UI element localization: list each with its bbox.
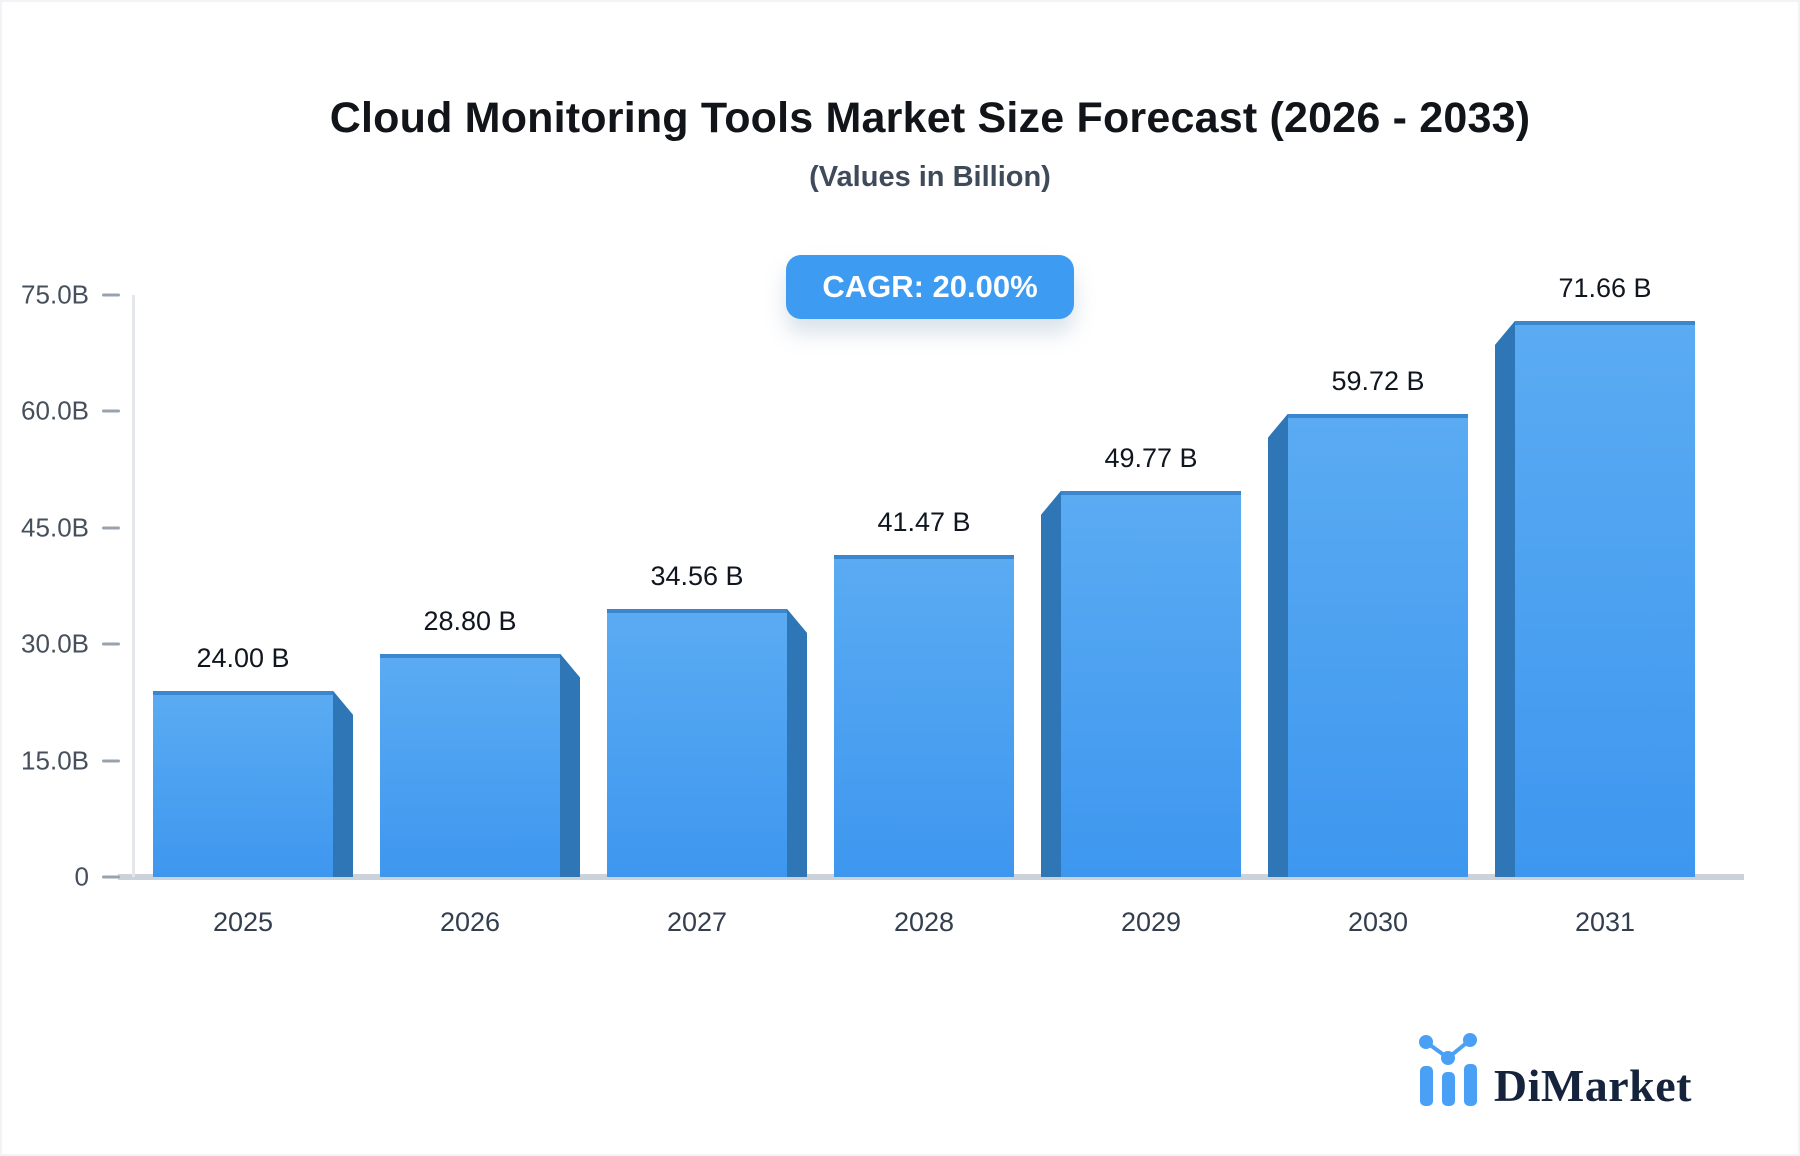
bar-line-chart-icon [1418,1033,1477,1106]
bar-side-face [560,653,580,877]
y-axis-tick-label: 45.0B [21,512,89,543]
bar-value-label: 41.47 B [877,507,971,538]
bar-value-label: 49.77 B [1104,442,1198,473]
chart-header: Cloud Monitoring Tools Market Size Forec… [62,2,1798,194]
x-axis-label: 2025 [212,907,274,937]
y-axis-tick: 0 [2,862,120,893]
y-axis-tick-label: 75.0B [21,279,89,310]
x-axis-label: 2027 [666,907,728,937]
cagr-badge: CAGR: 20.00% [786,255,1074,319]
y-axis-tick-label: 0 [74,861,89,892]
y-axis-tick: 15.0B [2,745,120,776]
y-axis-line [132,295,135,877]
chart-title: Cloud Monitoring Tools Market Size Forec… [329,94,1531,142]
y-axis-tick-label: 15.0B [21,745,89,776]
x-axis-label: 2029 [1120,907,1182,937]
y-axis-tick-mark [102,526,120,530]
bar-2029 [1061,490,1241,877]
bar-2027 [607,608,787,877]
bar-2030 [1288,413,1468,877]
x-axis-label: 2026 [439,907,501,937]
x-axis-label: 2028 [893,907,955,937]
bar-side-face [1495,320,1515,877]
bar-2025 [153,690,333,877]
chart-subtitle: (Values in Billion) [809,161,1051,193]
y-axis-tick: 75.0B [2,280,120,311]
bar-value-label: 59.72 B [1331,365,1425,396]
y-axis-tick: 30.0B [2,629,120,660]
dimarket-logo: DiMarket [1418,1030,1692,1111]
y-axis-tick-mark [102,642,120,646]
logo-text: DiMarket [1493,1059,1692,1111]
bar-2026 [380,653,560,877]
x-axis-line [118,874,1744,880]
x-axis-label: 2031 [1574,907,1636,937]
y-axis-tick: 60.0B [2,396,120,427]
bar-2028 [834,555,1014,877]
bar-side-face [333,690,353,877]
x-axis-label: 2030 [1347,907,1409,937]
bar-value-label: 24.00 B [196,642,290,673]
y-axis-tick-mark [102,875,120,879]
bar-value-label: 34.56 B [650,560,744,591]
y-axis-tick-mark [102,409,120,413]
y-axis-tick: 45.0B [2,512,120,543]
cagr-badge-row: CAGR: 20.00% [62,255,1798,319]
bar-2031 [1515,320,1695,877]
bar-side-face [1041,490,1061,877]
bar-value-label: 71.66 B [1558,272,1652,303]
bar-value-label: 28.80 B [423,605,517,636]
y-axis-tick-mark [102,759,120,763]
bar-side-face [1268,413,1288,877]
y-axis-tick-label: 60.0B [21,395,89,426]
y-axis-tick-mark [102,293,120,297]
bar-side-face [787,608,807,877]
y-axis-tick-label: 30.0B [21,628,89,659]
